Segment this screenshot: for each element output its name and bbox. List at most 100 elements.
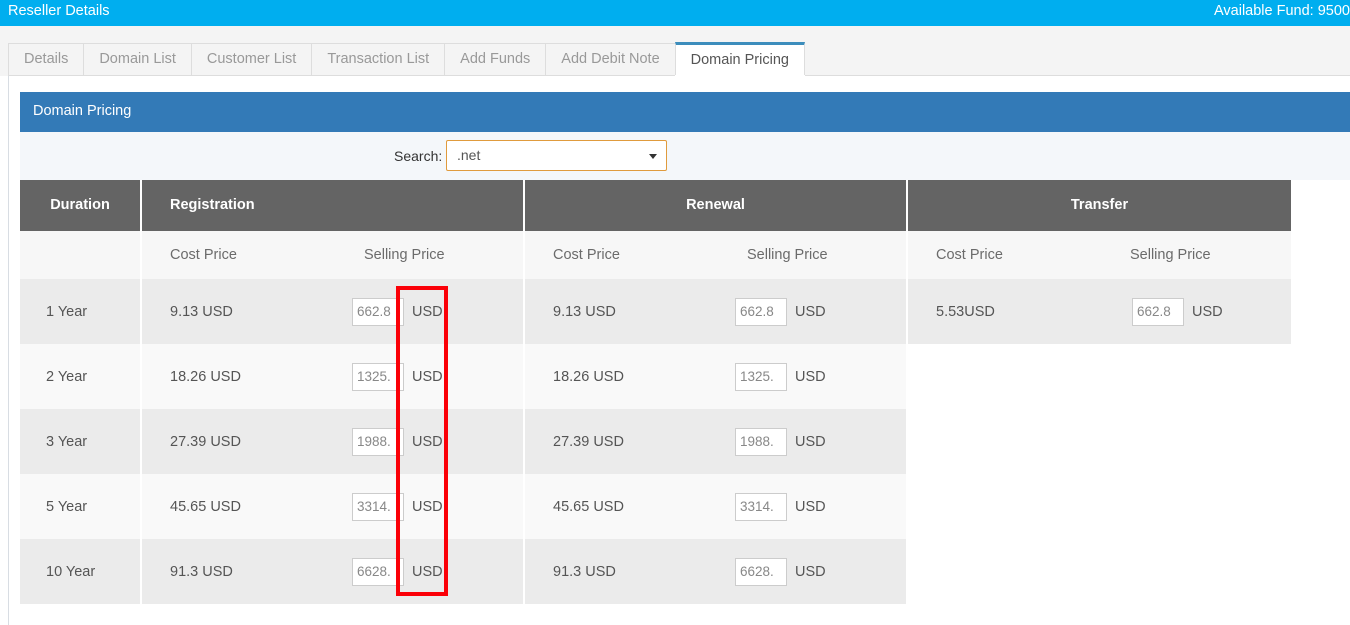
tab-add-debit-note[interactable]: Add Debit Note bbox=[545, 43, 676, 76]
currency-label-transfer: USD bbox=[1192, 303, 1223, 320]
cell-duration: 3 Year bbox=[20, 409, 142, 474]
tab-domain-pricing[interactable]: Domain Pricing bbox=[674, 42, 805, 76]
duration-label: 5 Year bbox=[46, 498, 88, 515]
cell-transfer bbox=[908, 539, 1291, 604]
cost-price-renewal: 27.39 USD bbox=[553, 433, 624, 450]
sub-header-selling-price-registration: Selling Price bbox=[364, 247, 445, 263]
cell-registration: 45.65 USD USD bbox=[142, 474, 525, 539]
selling-price-input-transfer[interactable] bbox=[1132, 297, 1184, 326]
sub-header-duration bbox=[20, 231, 142, 279]
currency-label-registration: USD bbox=[412, 368, 443, 385]
currency-label-registration: USD bbox=[412, 433, 443, 450]
selling-price-input-registration[interactable] bbox=[352, 362, 404, 391]
search-bar: Search: .net bbox=[20, 132, 1350, 180]
duration-label: 10 Year bbox=[46, 563, 96, 580]
currency-label-renewal: USD bbox=[795, 563, 826, 580]
panel-header: Domain Pricing bbox=[20, 92, 1350, 132]
active-tab-underline-gap bbox=[674, 75, 805, 77]
selling-price-group-registration: USD bbox=[338, 297, 443, 326]
search-selected-value: .net bbox=[457, 147, 481, 163]
cell-duration: 2 Year bbox=[20, 344, 142, 409]
selling-price-group-registration: USD bbox=[338, 492, 443, 521]
cost-price-renewal: 91.3 USD bbox=[553, 563, 616, 580]
cell-renewal: 91.3 USD USD bbox=[525, 539, 908, 604]
column-group-header-duration: Duration bbox=[20, 180, 142, 231]
cell-renewal: 27.39 USD USD bbox=[525, 409, 908, 474]
sub-header-cost-price-transfer: Cost Price bbox=[936, 247, 1003, 263]
tab-domain-list[interactable]: Domain List bbox=[83, 43, 192, 76]
cost-price-registration: 18.26 USD bbox=[170, 368, 241, 385]
cell-transfer bbox=[908, 344, 1291, 409]
cell-transfer: 5.53USD USD bbox=[908, 279, 1291, 344]
cost-price-renewal: 18.26 USD bbox=[553, 368, 624, 385]
currency-label-renewal: USD bbox=[795, 433, 826, 450]
cell-registration: 91.3 USD USD bbox=[142, 539, 525, 604]
sub-header-cost-price-registration: Cost Price bbox=[170, 247, 237, 263]
search-label: Search: bbox=[394, 148, 443, 164]
selling-price-group-renewal: USD bbox=[721, 492, 826, 521]
tab-details[interactable]: Details bbox=[8, 43, 85, 76]
cell-registration: 27.39 USD USD bbox=[142, 409, 525, 474]
duration-label: 1 Year bbox=[46, 303, 88, 320]
cost-price-renewal: 9.13 USD bbox=[553, 303, 616, 320]
selling-price-group-transfer: USD bbox=[1104, 297, 1223, 326]
duration-label: 3 Year bbox=[46, 433, 88, 450]
sub-header-registration: Cost Price Selling Price bbox=[142, 231, 525, 279]
page-title: Reseller Details bbox=[8, 3, 110, 19]
cost-price-renewal: 45.65 USD bbox=[553, 498, 624, 515]
tab-strip: Details Domain List Customer List Transacti… bbox=[0, 26, 1350, 76]
chevron-down-icon bbox=[649, 154, 657, 159]
selling-price-input-registration[interactable] bbox=[352, 427, 404, 456]
currency-label-renewal: USD bbox=[795, 498, 826, 515]
selling-price-group-registration: USD bbox=[338, 362, 443, 391]
selling-price-input-registration[interactable] bbox=[352, 492, 404, 521]
cell-renewal: 9.13 USD USD bbox=[525, 279, 908, 344]
cost-price-registration: 45.65 USD bbox=[170, 498, 241, 515]
selling-price-group-renewal: USD bbox=[721, 427, 826, 456]
currency-label-registration: USD bbox=[412, 498, 443, 515]
column-group-header-transfer: Transfer bbox=[908, 180, 1291, 231]
selling-price-group-registration: USD bbox=[338, 427, 443, 456]
cell-duration: 1 Year bbox=[20, 279, 142, 344]
selling-price-group-registration: USD bbox=[338, 557, 443, 586]
sub-header-transfer: Cost Price Selling Price bbox=[908, 231, 1291, 279]
selling-price-input-renewal[interactable] bbox=[735, 557, 787, 586]
table-sub-header-row: Cost Price Selling Price Cost Price Selling… bbox=[20, 231, 1350, 279]
tab-customer-list[interactable]: Customer List bbox=[190, 43, 313, 76]
currency-label-renewal: USD bbox=[795, 368, 826, 385]
selling-price-group-renewal: USD bbox=[721, 362, 826, 391]
cell-registration: 18.26 USD USD bbox=[142, 344, 525, 409]
sub-header-selling-price-transfer: Selling Price bbox=[1130, 247, 1211, 263]
cost-price-transfer: 5.53USD bbox=[936, 303, 995, 320]
sub-header-selling-price-renewal: Selling Price bbox=[747, 247, 828, 263]
currency-label-registration: USD bbox=[412, 303, 443, 320]
tab-transaction-list[interactable]: Transaction List bbox=[311, 43, 446, 76]
cell-transfer bbox=[908, 409, 1291, 474]
currency-label-renewal: USD bbox=[795, 303, 826, 320]
sub-header-renewal: Cost Price Selling Price bbox=[525, 231, 908, 279]
column-group-header-registration: Registration bbox=[142, 180, 525, 231]
selling-price-input-renewal[interactable] bbox=[735, 427, 787, 456]
selling-price-group-renewal: USD bbox=[721, 557, 826, 586]
table-row: 10 Year 91.3 USD USD 91.3 USD USD bbox=[20, 539, 1350, 604]
selling-price-input-renewal[interactable] bbox=[735, 492, 787, 521]
available-fund-label: Available Fund: 9500 bbox=[1214, 3, 1350, 19]
search-tld-select[interactable]: .net bbox=[446, 140, 667, 171]
selling-price-input-registration[interactable] bbox=[352, 557, 404, 586]
selling-price-input-registration[interactable] bbox=[352, 297, 404, 326]
panel-title: Domain Pricing bbox=[33, 103, 132, 119]
tab-add-funds[interactable]: Add Funds bbox=[444, 43, 547, 76]
table-row: 2 Year 18.26 USD USD 18.26 USD USD bbox=[20, 344, 1350, 409]
cell-transfer bbox=[908, 474, 1291, 539]
selling-price-input-renewal[interactable] bbox=[735, 297, 787, 326]
table-group-header-row: Duration Registration Renewal Transfer bbox=[20, 180, 1350, 231]
selling-price-input-renewal[interactable] bbox=[735, 362, 787, 391]
content-panel: Domain Pricing Search: .net Duration Regi… bbox=[8, 76, 1350, 625]
currency-label-registration: USD bbox=[412, 563, 443, 580]
table-row: 5 Year 45.65 USD USD 45.65 USD USD bbox=[20, 474, 1350, 539]
selling-price-group-renewal: USD bbox=[721, 297, 826, 326]
cell-duration: 10 Year bbox=[20, 539, 142, 604]
cost-price-registration: 9.13 USD bbox=[170, 303, 233, 320]
top-bar: Reseller Details Available Fund: 9500 bbox=[0, 0, 1350, 26]
